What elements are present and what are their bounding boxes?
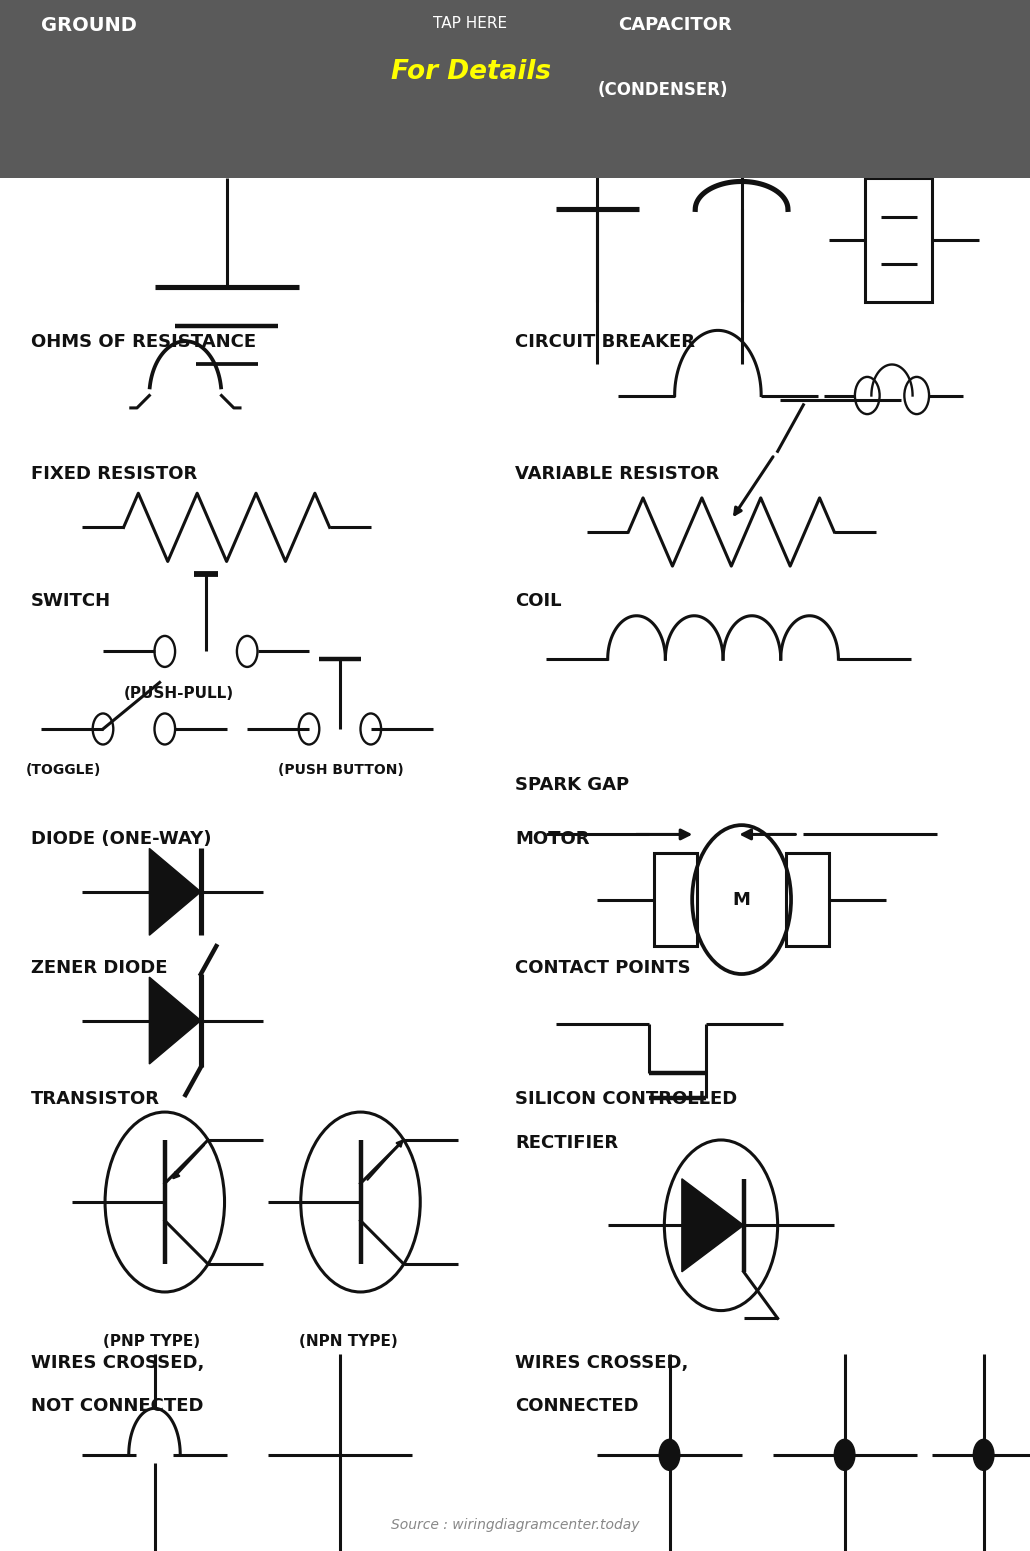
Text: CONTACT POINTS: CONTACT POINTS [515,959,691,977]
Circle shape [834,1439,855,1470]
Text: Source : wiringdiagramcenter.today: Source : wiringdiagramcenter.today [390,1518,640,1532]
Text: MOTOR: MOTOR [515,830,589,848]
Polygon shape [682,1179,744,1272]
Text: (NPN TYPE): (NPN TYPE) [299,1334,398,1349]
Bar [865,178,932,302]
Text: CAPACITOR: CAPACITOR [618,16,731,34]
Text: (PUSH-PULL): (PUSH-PULL) [124,686,234,701]
Text: SILICON CONTROLLED: SILICON CONTROLLED [515,1090,737,1109]
Text: FIXED RESISTOR: FIXED RESISTOR [31,465,197,484]
Text: OHMS OF RESISTANCE: OHMS OF RESISTANCE [31,333,256,352]
Text: (TOGGLE): (TOGGLE) [26,763,101,777]
Text: (PNP TYPE): (PNP TYPE) [103,1334,200,1349]
Circle shape [659,1439,680,1470]
Text: SPARK GAP: SPARK GAP [515,776,629,794]
Text: TAP HERE: TAP HERE [433,16,507,31]
Text: RECTIFIER: RECTIFIER [515,1134,618,1152]
Text: CONNECTED: CONNECTED [515,1397,639,1416]
Text: GROUND: GROUND [41,16,137,34]
Text: ZENER DIODE: ZENER DIODE [31,959,168,977]
Text: DIODE (ONE-WAY): DIODE (ONE-WAY) [31,830,211,848]
Text: For Details: For Details [391,59,551,85]
Text: SWITCH: SWITCH [31,592,111,611]
Text: TRANSISTOR: TRANSISTOR [31,1090,160,1109]
Text: WIRES CROSSED,: WIRES CROSSED, [515,1354,688,1373]
Circle shape [973,1439,994,1470]
Bar [0,0,1030,178]
Bar [786,853,829,946]
Text: M: M [732,890,751,909]
Bar [654,853,697,946]
Text: (CONDENSER): (CONDENSER) [597,81,728,99]
Text: WIRES CROSSED,: WIRES CROSSED, [31,1354,204,1373]
Text: (PUSH BUTTON): (PUSH BUTTON) [278,763,404,777]
Text: NOT CONNECTED: NOT CONNECTED [31,1397,203,1416]
Text: COIL: COIL [515,592,561,611]
Text: CIRCUIT BREAKER: CIRCUIT BREAKER [515,333,695,352]
Polygon shape [149,977,201,1064]
Text: VARIABLE RESISTOR: VARIABLE RESISTOR [515,465,719,484]
Polygon shape [149,848,201,935]
